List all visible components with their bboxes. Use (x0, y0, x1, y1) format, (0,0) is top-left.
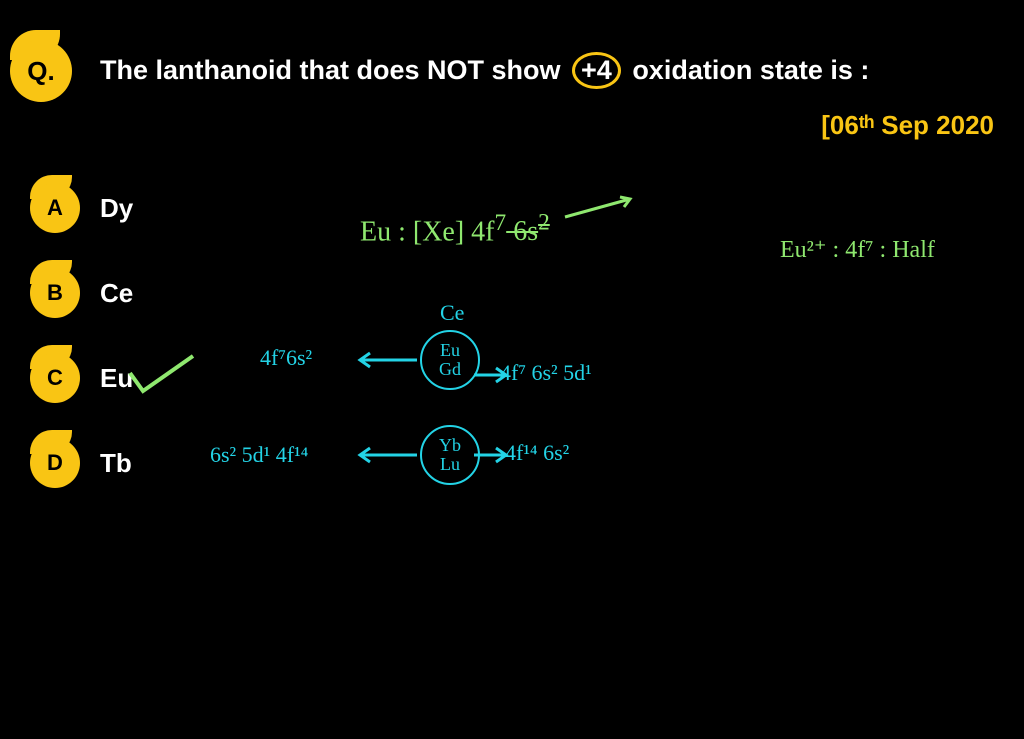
arrow-left-icon (352, 445, 422, 465)
annot-plus4: +4 (572, 52, 621, 89)
arrow-left-icon (352, 350, 422, 370)
option-letter: B (47, 280, 63, 306)
hw-node-eu-gd: Eu Gd (420, 330, 480, 390)
hw-right-lu: 4f¹⁴ 6s² (505, 440, 569, 466)
node-top: Eu (440, 341, 460, 360)
hw-strike-sup: 2 (538, 210, 550, 236)
node-bot: Lu (440, 455, 460, 474)
badge-letter: Q. (27, 56, 54, 87)
option-d-badge[interactable]: D (30, 430, 90, 490)
hw-eu-config: Eu : [Xe] 4f7 6s2 (360, 210, 550, 248)
node-top: Yb (439, 436, 461, 455)
option-c-badge[interactable]: C (30, 345, 90, 405)
question-pre: The lanthanoid that does NOT show (100, 55, 568, 85)
arrow-icon (560, 195, 640, 225)
hw-sup: 7 (495, 210, 507, 236)
hw-left-eu: 4f⁷6s² (260, 345, 312, 371)
option-d-label: Tb (100, 448, 132, 479)
hw-strike: 6s (506, 216, 538, 247)
correct-tick-icon (128, 353, 198, 408)
badge-circle: A (30, 183, 80, 233)
option-letter: A (47, 195, 63, 221)
badge-circle: C (30, 353, 80, 403)
hw-left-yb: 6s² 5d¹ 4f¹⁴ (210, 442, 308, 468)
node-bot: Gd (439, 360, 461, 379)
question-text: The lanthanoid that does NOT show +4 oxi… (100, 52, 869, 89)
hw-node-yb-lu: Yb Lu (420, 425, 480, 485)
hw-ce-label: Ce (440, 300, 464, 326)
hw-right-gd: 4f⁷ 6s² 5d¹ (500, 360, 592, 386)
exam-date: [06ᵗʰ Sep 2020 (821, 110, 994, 141)
option-b-label: Ce (100, 278, 133, 309)
badge-circle: Q. (10, 40, 72, 102)
question-post: oxidation state is : (625, 55, 870, 85)
option-letter: C (47, 365, 63, 391)
option-letter: D (47, 450, 63, 476)
hw-text: Eu : [Xe] 4f (360, 216, 495, 247)
badge-circle: D (30, 438, 80, 488)
option-a-label: Dy (100, 193, 133, 224)
badge-circle: B (30, 268, 80, 318)
question-badge: Q. (10, 30, 82, 102)
option-b-badge[interactable]: B (30, 260, 90, 320)
hw-eu2plus: Eu²⁺ : 4f⁷ : Half (780, 235, 935, 264)
option-a-badge[interactable]: A (30, 175, 90, 235)
